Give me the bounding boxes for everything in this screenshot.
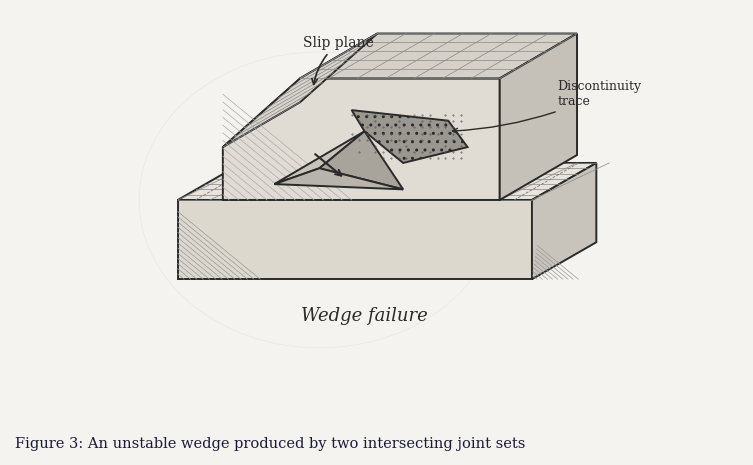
Polygon shape: [274, 168, 403, 189]
Polygon shape: [178, 200, 532, 279]
Polygon shape: [274, 131, 364, 184]
Polygon shape: [532, 163, 596, 279]
Polygon shape: [319, 131, 403, 189]
Text: Figure 3: An unstable wedge produced by two intersecting joint sets: Figure 3: An unstable wedge produced by …: [15, 437, 526, 451]
Polygon shape: [223, 79, 500, 200]
Polygon shape: [352, 110, 468, 163]
Polygon shape: [500, 33, 577, 200]
Text: Wedge failure: Wedge failure: [301, 307, 428, 325]
Text: Slip plane: Slip plane: [303, 36, 374, 84]
Text: Discontinuity
trace: Discontinuity trace: [453, 80, 642, 133]
Polygon shape: [178, 163, 596, 200]
Polygon shape: [300, 33, 577, 79]
Polygon shape: [223, 33, 377, 147]
